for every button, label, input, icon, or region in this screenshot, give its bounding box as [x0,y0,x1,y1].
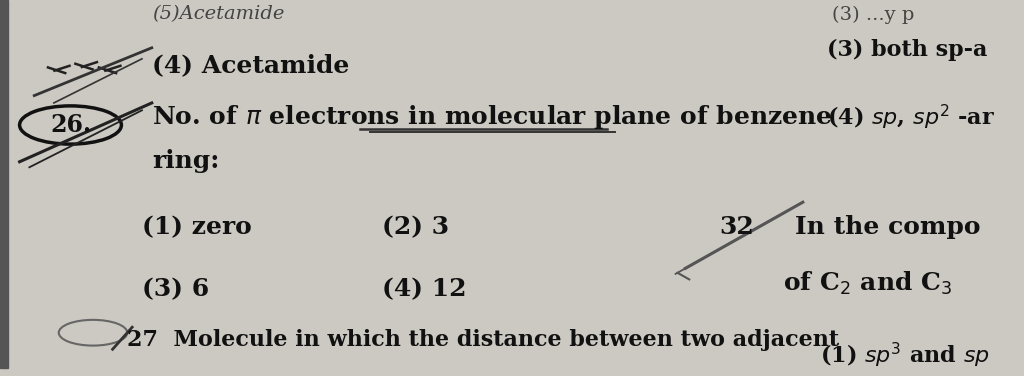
Text: (3) both sp-a: (3) both sp-a [827,39,988,61]
Text: (1) zero: (1) zero [142,215,252,239]
Text: No. of $\pi$ electrons in molecular plane of benzene: No. of $\pi$ electrons in molecular plan… [152,103,833,131]
Text: (4) 12: (4) 12 [382,277,466,302]
Text: 26.: 26. [50,113,91,137]
Text: (3) 6: (3) 6 [142,277,209,302]
Text: 32: 32 [720,215,755,239]
Text: (5)Acetamide: (5)Acetamide [152,6,284,24]
Text: (2) 3: (2) 3 [382,215,449,239]
Text: In the compo: In the compo [795,215,981,239]
Bar [0,0,8,368]
Text: (3) ...y p: (3) ...y p [833,6,914,24]
Text: ring:: ring: [152,149,219,173]
Text: 27  Molecule in which the distance between two adjacent: 27 Molecule in which the distance betwee… [127,329,840,351]
Text: (4) Acetamide: (4) Acetamide [152,53,349,77]
Text: of C$_2$ and C$_3$: of C$_2$ and C$_3$ [783,270,952,297]
Text: (1) $sp^3$ and $sp$: (1) $sp^3$ and $sp$ [820,341,990,370]
Text: (4) $sp$, $sp^{2}$ -ar: (4) $sp$, $sp^{2}$ -ar [827,103,995,132]
